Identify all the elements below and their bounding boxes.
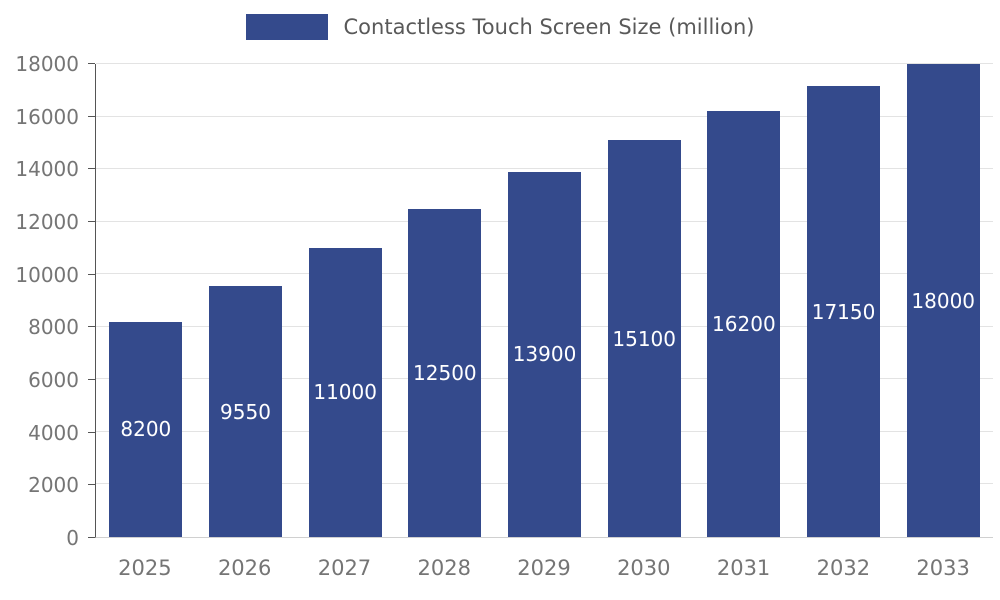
legend-item[interactable]: Contactless Touch Screen Size (million) (0, 14, 1000, 40)
y-axis: 0 2000 4000 6000 8000 10000 12000 14000 16000 180… (0, 54, 95, 548)
gridline (96, 115, 993, 117)
y-axis-tick-mark (88, 221, 95, 223)
legend-label: Contactless Touch Screen Size (million) (343, 14, 755, 39)
bar-2025: 8200 (109, 321, 183, 537)
y-axis-tick-label: 6000 (28, 368, 79, 393)
bar-slot: 12500 (395, 64, 495, 537)
x-axis: 2025 2026 2027 2028 2029 2030 2031 2032 2033 (95, 544, 993, 584)
y-axis-tick-label: 4000 (28, 420, 79, 445)
x-axis-label: 2031 (716, 556, 771, 580)
bar-slot: 16200 (694, 64, 794, 537)
y-axis-tick-mark (88, 484, 95, 486)
bar-slot: 8200 (96, 64, 196, 537)
x-axis-label: 2032 (816, 556, 871, 580)
bar-2031: 16200 (707, 111, 781, 537)
x-axis-label: 2025 (118, 556, 172, 580)
legend-swatch-icon (245, 14, 328, 40)
bar-value-label: 16200 (712, 312, 776, 337)
bar-value-label: 8200 (120, 417, 172, 442)
bar-slot: 15100 (594, 64, 694, 537)
bar-slot: 13900 (495, 64, 595, 537)
bar-value-label: 11000 (313, 380, 377, 405)
x-axis-label: 2033 (916, 556, 970, 580)
bar-2033: 18000 (906, 64, 980, 537)
bar-value-label: 17150 (811, 299, 876, 324)
x-axis-label: 2029 (517, 556, 571, 580)
bar-2027: 11000 (308, 247, 382, 537)
gridline (96, 63, 993, 64)
y-axis-tick-mark (88, 63, 95, 64)
bar-2026: 9550 (209, 286, 282, 537)
y-axis-tick-label: 14000 (15, 157, 79, 182)
x-axis-label: 2030 (617, 556, 671, 580)
y-axis-tick-label: 12000 (15, 210, 79, 235)
y-axis-tick-mark (88, 273, 95, 275)
bar-2032: 17150 (807, 86, 880, 537)
y-axis-tick-mark (88, 115, 95, 117)
bar-slot: 17150 (794, 64, 894, 537)
bar-value-label: 18000 (911, 288, 976, 313)
x-axis-label: 2028 (417, 556, 471, 580)
y-axis-tick-label: 18000 (15, 52, 79, 76)
bar-value-label: 9550 (220, 399, 271, 424)
y-axis-tick-label: 8000 (28, 315, 79, 340)
y-axis-tick-label: 16000 (15, 104, 79, 129)
y-axis-tick-label: 0 (66, 526, 79, 550)
y-axis-tick-mark (88, 431, 95, 433)
y-axis-tick-mark (88, 326, 95, 328)
bar-2028: 12500 (408, 208, 482, 537)
bar-value-label: 13900 (512, 342, 577, 367)
plot-area: 8200 9550 11000 12500 13900 15100 16200 17150 18… (95, 63, 993, 538)
y-axis-tick-mark (88, 379, 95, 381)
bar-value-label: 12500 (413, 360, 477, 385)
bar-slot: 18000 (893, 64, 993, 537)
bar-slot: 9550 (196, 64, 296, 537)
bar-value-label: 15100 (612, 326, 676, 351)
x-axis-label: 2026 (217, 556, 272, 580)
bar-series: 8200 9550 11000 12500 13900 15100 16200 17150 18… (96, 64, 993, 537)
gridline (96, 168, 993, 170)
y-axis-tick-label: 10000 (15, 262, 79, 287)
x-axis-label: 2027 (317, 556, 372, 580)
bar-2030: 15100 (607, 140, 681, 537)
bar-2029: 13900 (508, 171, 581, 537)
y-axis-tick-mark (88, 537, 95, 538)
bar-slot: 11000 (295, 64, 395, 537)
y-axis-tick-mark (88, 168, 95, 170)
y-axis-tick-label: 2000 (28, 473, 79, 498)
